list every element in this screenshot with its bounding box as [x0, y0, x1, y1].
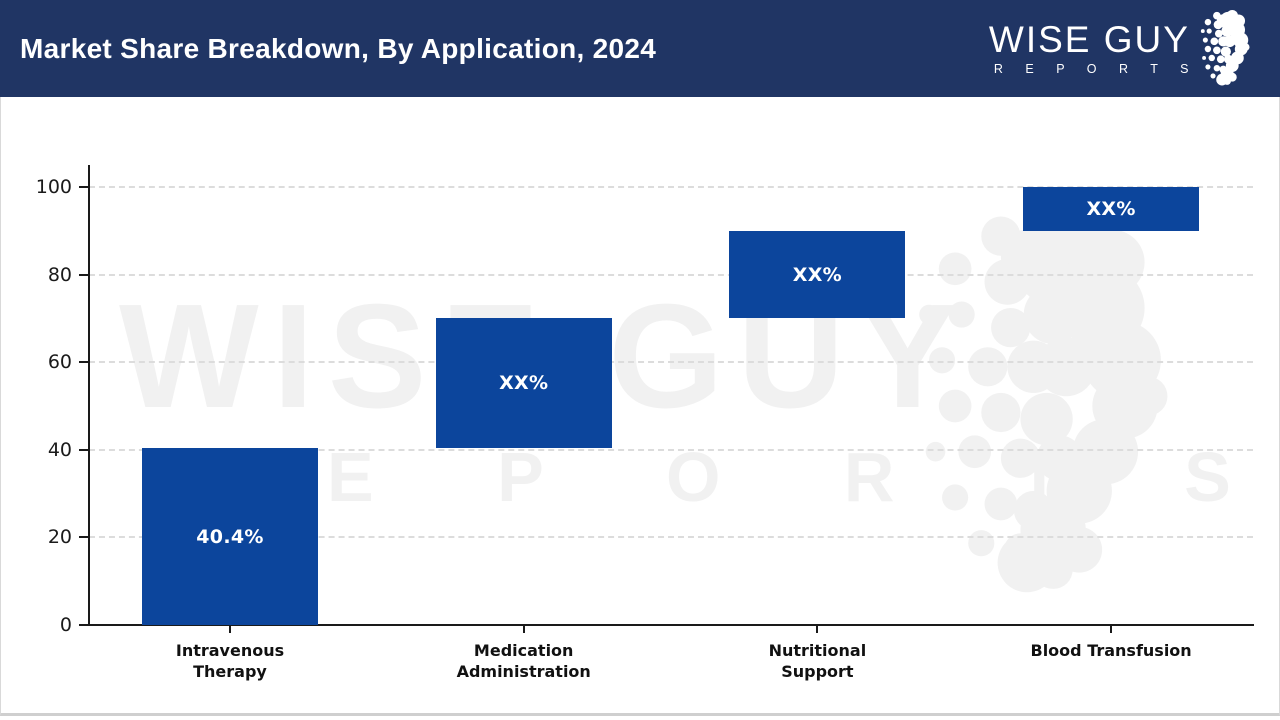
x-tick-mark: [816, 626, 819, 633]
y-gridline: [89, 361, 1253, 364]
y-gridline: [89, 273, 1253, 276]
y-gridline: [89, 186, 1253, 188]
category-label: Intravenous Therapy: [175, 641, 285, 682]
category-label: Blood Transfusion: [1030, 641, 1192, 660]
bar-value-label: XX%: [1086, 197, 1136, 220]
header-banner: Market Share Breakdown, By Application, …: [0, 0, 1280, 97]
x-tick-mark: [522, 626, 525, 633]
x-tick-mark: [1110, 626, 1113, 633]
y-axis-line: [88, 165, 90, 626]
y-tick-mark: [79, 361, 89, 364]
y-tick-label: 20: [47, 526, 72, 549]
bar-value-label: 40.4%: [196, 525, 264, 548]
y-tick-mark: [79, 536, 89, 539]
y-tick-mark: [79, 273, 89, 276]
logo-subtitle: R E P O R T S: [993, 62, 1198, 76]
logo-text: WISE GUY R E P O R T S: [989, 21, 1198, 76]
logo-wordmark: WISE GUY: [988, 19, 1190, 60]
y-tick-mark: [79, 448, 89, 451]
bar-1: [142, 448, 318, 625]
bar-value-label: XX%: [499, 372, 549, 395]
dotted-head-profile-icon: [1190, 9, 1254, 89]
y-tick-label: 100: [35, 176, 72, 198]
wiseguy-logo: WISE GUY R E P O R T S: [989, 9, 1254, 89]
y-tick-label: 60: [47, 351, 72, 374]
y-tick-label: 40: [47, 438, 72, 461]
y-tick-mark: [79, 186, 89, 188]
y-tick-mark: [79, 624, 89, 626]
chart-title: Market Share Breakdown, By Application, …: [20, 32, 657, 64]
y-gridline: [89, 536, 1253, 539]
bar-3: [729, 230, 906, 319]
bar-2: [435, 318, 612, 449]
y-gridline: [89, 448, 1253, 451]
y-tick-label: 80: [47, 263, 72, 286]
category-label: Medication Administration: [456, 641, 591, 682]
category-label: Nutritional Support: [768, 641, 867, 682]
x-tick-mark: [229, 626, 231, 633]
x-axis-line: [88, 624, 1254, 626]
y-tick-label: 0: [59, 614, 72, 636]
bar-value-label: XX%: [792, 263, 843, 286]
